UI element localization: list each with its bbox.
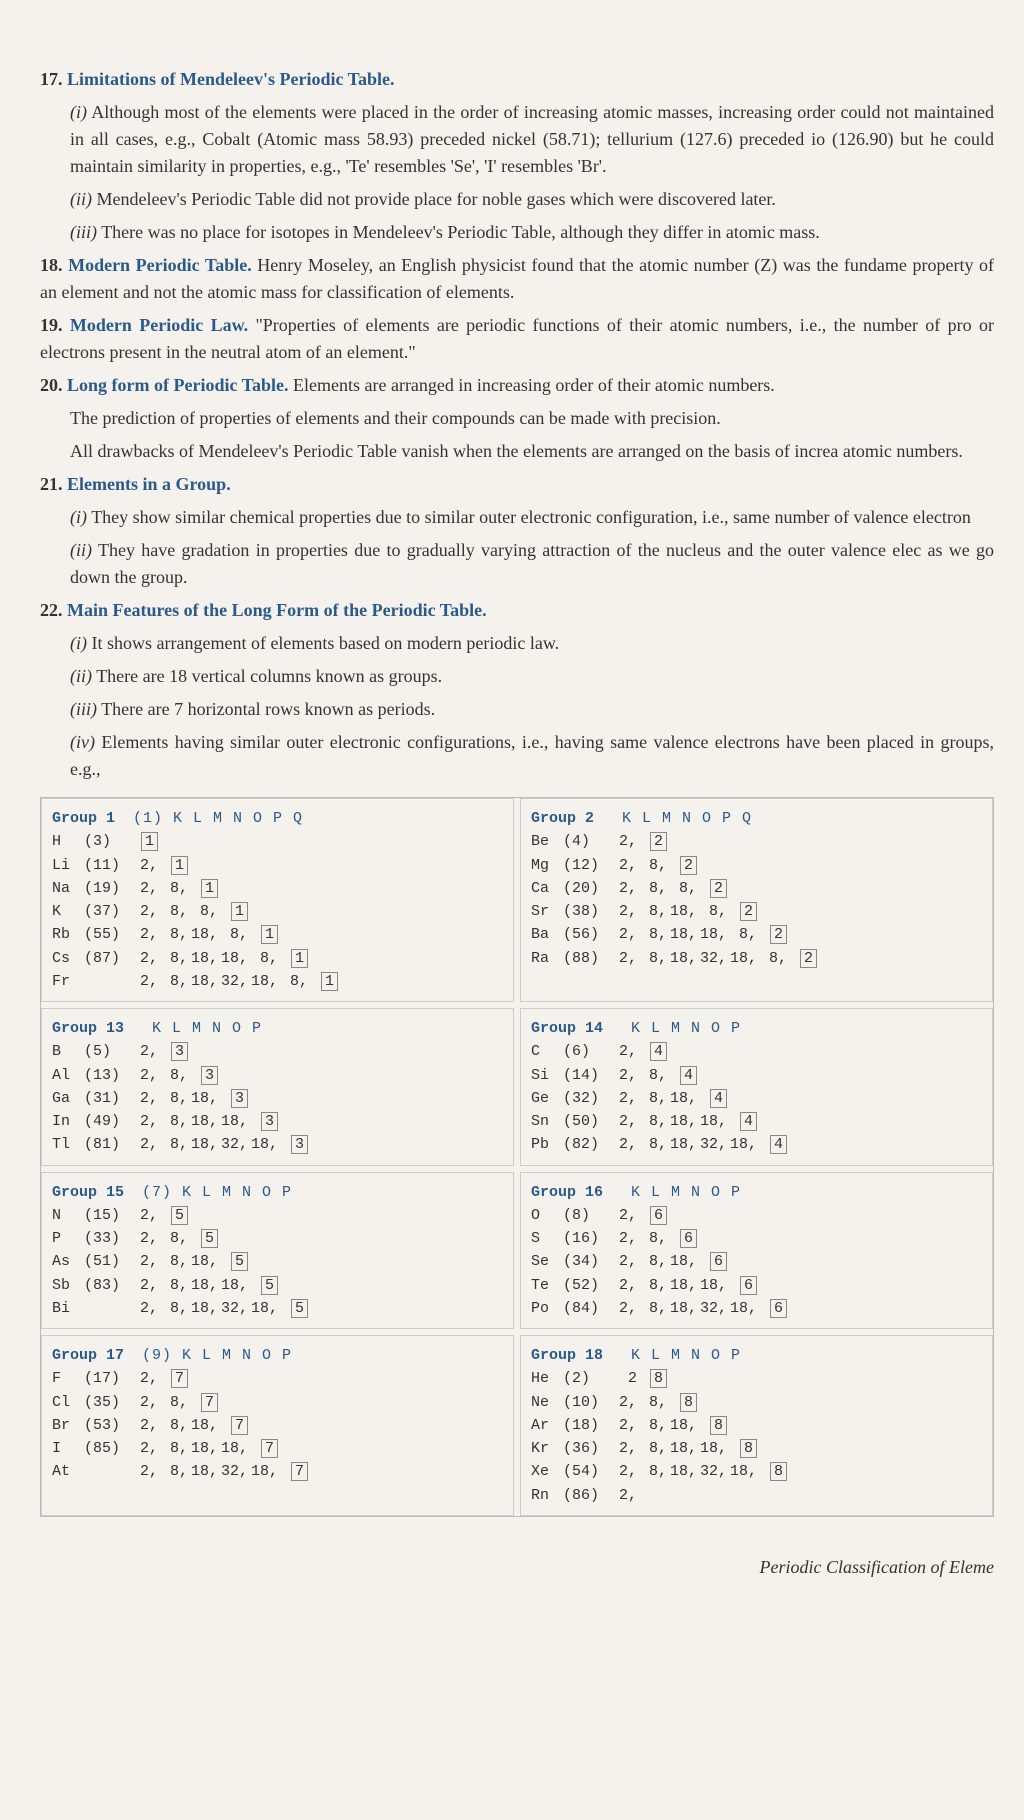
element-row: K(37)2,8,8,1 [52, 900, 503, 923]
section-21: 21. Elements in a Group. [40, 471, 994, 498]
element-row: Ga(31)2,8,18,3 [52, 1087, 503, 1110]
element-row: Sn(50)2,8,18,18,4 [531, 1110, 982, 1133]
element-row: H(3)1 [52, 830, 503, 853]
element-row: S(16)2,8,6 [531, 1227, 982, 1250]
element-row: Bi2,8,18,32,18,5 [52, 1297, 503, 1320]
element-row: Tl(81)2,8,18,32,18,3 [52, 1133, 503, 1156]
element-row: Cs(87)2,8,18,18,8,1 [52, 947, 503, 970]
element-row: Ne(10)2,8,8 [531, 1391, 982, 1414]
group-block: Group 1 (1) K L M N O P QH(3)1Li(11)2,1N… [41, 798, 514, 1002]
element-row: Ca(20)2,8,8,2 [531, 877, 982, 900]
element-row: Ra(88)2,8,18,32,18,8,2 [531, 947, 982, 970]
element-row: Ge(32)2,8,18,4 [531, 1087, 982, 1110]
element-row: Te(52)2,8,18,18,6 [531, 1274, 982, 1297]
element-row: He(2)28 [531, 1367, 982, 1390]
element-row: Sr(38)2,8,18,8,2 [531, 900, 982, 923]
s17-ii: (ii) Mendeleev's Periodic Table did not … [70, 186, 994, 213]
element-row: Si(14)2,8,4 [531, 1064, 982, 1087]
element-row: Li(11)2,1 [52, 854, 503, 877]
element-row: Cl(35)2,8,7 [52, 1391, 503, 1414]
element-row: As(51)2,8,18,5 [52, 1250, 503, 1273]
page-footer: Periodic Classification of Eleme [40, 1557, 994, 1578]
title-17: Limitations of Mendeleev's Periodic Tabl… [67, 69, 394, 89]
element-row: At2,8,18,32,18,7 [52, 1460, 503, 1483]
element-row: Pb(82)2,8,18,32,18,4 [531, 1133, 982, 1156]
s22-i: (i) It shows arrangement of elements bas… [70, 630, 994, 657]
element-row: Ar(18)2,8,18,8 [531, 1414, 982, 1437]
s22-ii: (ii) There are 18 vertical columns known… [70, 663, 994, 690]
element-row: Ba(56)2,8,18,18,8,2 [531, 923, 982, 946]
element-row: I(85)2,8,18,18,7 [52, 1437, 503, 1460]
num-17: 17. [40, 69, 63, 89]
section-18: 18. Modern Periodic Table. Henry Moseley… [40, 252, 994, 306]
s22-iii: (iii) There are 7 horizontal rows known … [70, 696, 994, 723]
element-row: B(5)2,3 [52, 1040, 503, 1063]
element-row: Po(84)2,8,18,32,18,6 [531, 1297, 982, 1320]
element-row: Rb(55)2,8,18,8,1 [52, 923, 503, 946]
section-17: 17. Limitations of Mendeleev's Periodic … [40, 66, 994, 93]
element-row: P(33)2,8,5 [52, 1227, 503, 1250]
element-row: Fr2,8,18,32,18,8,1 [52, 970, 503, 993]
s20-t2: The prediction of properties of elements… [70, 405, 994, 432]
section-19: 19. Modern Periodic Law. "Properties of … [40, 312, 994, 366]
element-row: In(49)2,8,18,18,3 [52, 1110, 503, 1133]
element-row: Be(4)2,2 [531, 830, 982, 853]
element-row: N(15)2,5 [52, 1204, 503, 1227]
group-block: Group 17 (9) K L M N O PF(17)2,7Cl(35)2,… [41, 1335, 514, 1516]
group-block: Group 16 K L M N O PO(8)2,6S(16)2,8,6Se(… [520, 1172, 993, 1330]
group-block: Group 13 K L M N O PB(5)2,3Al(13)2,8,3Ga… [41, 1008, 514, 1166]
element-row: Sb(83)2,8,18,18,5 [52, 1274, 503, 1297]
element-row: C(6)2,4 [531, 1040, 982, 1063]
element-row: Se(34)2,8,18,6 [531, 1250, 982, 1273]
element-row: Xe(54)2,8,18,32,18,8 [531, 1460, 982, 1483]
group-block: Group 18 K L M N O PHe(2)28Ne(10)2,8,8Ar… [520, 1335, 993, 1516]
electron-config-tables: Group 1 (1) K L M N O P QH(3)1Li(11)2,1N… [40, 797, 994, 1517]
group-block: Group 2 K L M N O P QBe(4)2,2Mg(12)2,8,2… [520, 798, 993, 1002]
s21-ii: (ii) They have gradation in properties d… [70, 537, 994, 591]
element-row: Br(53)2,8,18,7 [52, 1414, 503, 1437]
s21-i: (i) They show similar chemical propertie… [70, 504, 994, 531]
element-row: Kr(36)2,8,18,18,8 [531, 1437, 982, 1460]
group-block: Group 15 (7) K L M N O PN(15)2,5P(33)2,8… [41, 1172, 514, 1330]
element-row: F(17)2,7 [52, 1367, 503, 1390]
s17-i: (i) Although most of the elements were p… [70, 99, 994, 180]
section-22: 22. Main Features of the Long Form of th… [40, 597, 994, 624]
element-row: O(8)2,6 [531, 1204, 982, 1227]
element-row: Rn(86)2, [531, 1484, 982, 1507]
s20-t3: All drawbacks of Mendeleev's Periodic Ta… [70, 438, 994, 465]
element-row: Na(19)2,8,1 [52, 877, 503, 900]
section-20: 20. Long form of Periodic Table. Element… [40, 372, 994, 399]
group-block: Group 14 K L M N O PC(6)2,4Si(14)2,8,4Ge… [520, 1008, 993, 1166]
s22-iv: (iv) Elements having similar outer elect… [70, 729, 994, 783]
element-row: Al(13)2,8,3 [52, 1064, 503, 1087]
element-row: Mg(12)2,8,2 [531, 854, 982, 877]
s17-iii: (iii) There was no place for isotopes in… [70, 219, 994, 246]
